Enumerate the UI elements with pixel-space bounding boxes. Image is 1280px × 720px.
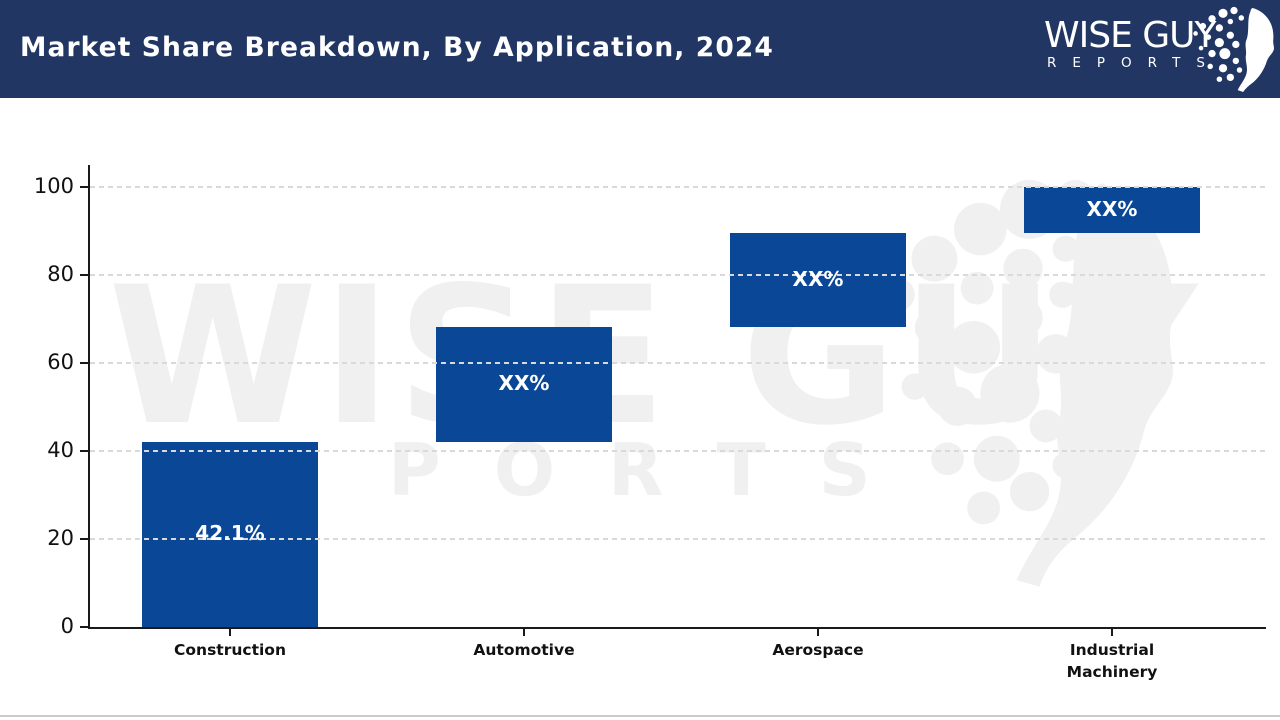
x-tick-label: Construction [174, 641, 286, 659]
y-axis [88, 165, 90, 629]
y-tick-label: 40 [47, 438, 74, 462]
y-tick-label: 100 [33, 174, 74, 198]
logo-wordmark: WISE GUY [1044, 15, 1216, 56]
x-tick-mark [523, 629, 525, 636]
bar [142, 441, 318, 627]
bar [436, 326, 612, 442]
bar-value-label: XX% [792, 266, 844, 291]
logo-reports-text: REPORTS [1047, 55, 1221, 71]
bar-value-label: XX% [1086, 196, 1138, 221]
bar-value-label: 42.1% [195, 521, 265, 546]
y-tick-mark [80, 538, 88, 540]
x-tick-mark [1111, 629, 1113, 636]
bar [1024, 187, 1200, 233]
y-tick-label: 20 [47, 526, 74, 550]
watermark-subtext: P O R T S [388, 428, 885, 512]
page-title: Market Share Breakdown, By Application, … [20, 32, 774, 63]
logo-face-icon [1193, 6, 1274, 92]
gridline [90, 538, 1266, 540]
y-tick-label: 0 [60, 614, 74, 638]
x-tick-mark [817, 629, 819, 636]
x-tick-label: Aerospace [772, 641, 864, 659]
gridline [90, 450, 1266, 452]
bottom-divider [0, 715, 1280, 717]
x-tick-mark [229, 629, 231, 636]
bar [730, 232, 906, 327]
y-tick-mark [80, 626, 88, 628]
y-tick-mark [80, 362, 88, 364]
header: Market Share Breakdown, By Application, … [0, 0, 1280, 98]
y-tick-mark [80, 450, 88, 452]
y-tick-label: 60 [47, 350, 74, 374]
x-axis [88, 627, 1266, 629]
bar-value-label: XX% [498, 371, 550, 396]
gridline [90, 186, 1266, 188]
x-tick-label: Industrial Machinery [1066, 641, 1158, 681]
y-tick-mark [80, 186, 88, 188]
y-tick-mark [80, 274, 88, 276]
watermark-face-icon [881, 179, 1173, 587]
gridline [90, 274, 1266, 276]
x-tick-label: Automotive [473, 641, 575, 659]
gridline [90, 362, 1266, 364]
y-tick-label: 80 [47, 262, 74, 286]
